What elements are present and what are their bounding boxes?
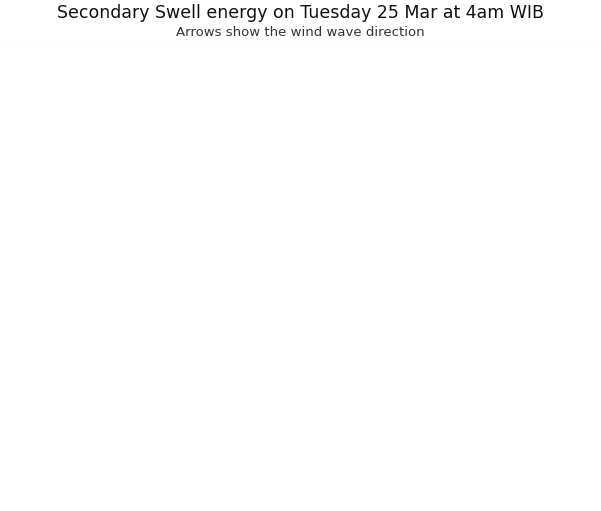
Text: Secondary Swell energy on Tuesday 25 Mar at 4am WIB: Secondary Swell energy on Tuesday 25 Mar… — [57, 4, 544, 22]
Text: cartopy required: cartopy required — [243, 270, 358, 284]
Text: Arrows show the wind wave direction: Arrows show the wind wave direction — [176, 26, 425, 39]
